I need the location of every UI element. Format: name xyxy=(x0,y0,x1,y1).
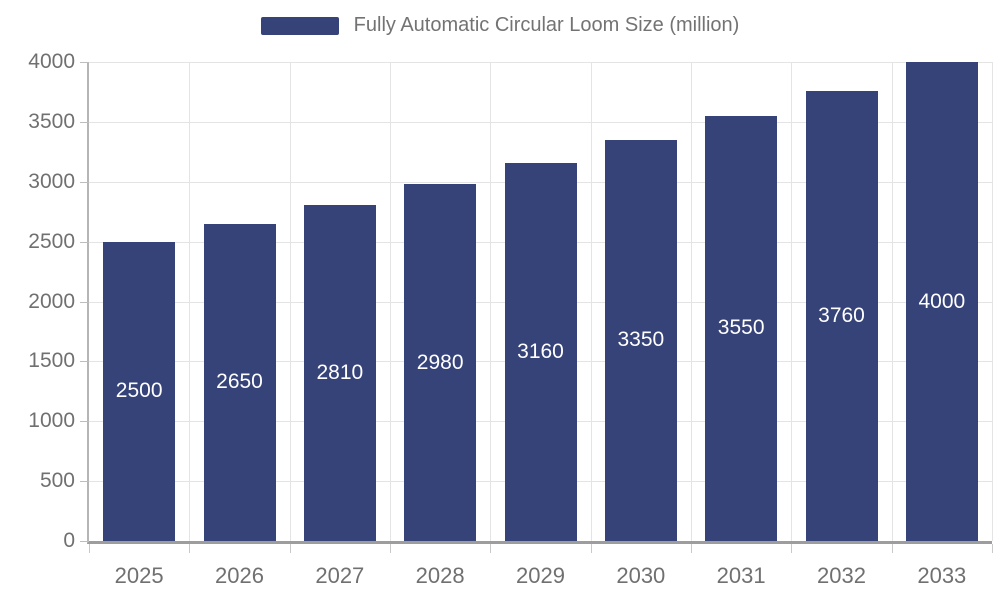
bar-value-label: 2980 xyxy=(416,350,464,374)
gridline-vertical xyxy=(289,62,291,541)
bar-value-label: 3350 xyxy=(617,328,665,352)
bar-value-label: 2500 xyxy=(115,379,163,403)
y-axis-tick-label: 4000 xyxy=(28,50,75,73)
x-axis-tick xyxy=(89,544,90,553)
gridline-vertical xyxy=(189,62,191,541)
y-axis-tick-label: 3500 xyxy=(28,109,75,133)
legend-swatch xyxy=(260,16,339,35)
bar[interactable]: 3550 xyxy=(705,115,778,541)
x-axis-category-label: 2030 xyxy=(616,563,666,588)
bar[interactable]: 3350 xyxy=(604,139,677,541)
x-axis-tick xyxy=(992,544,993,553)
y-axis-tick-label: 2500 xyxy=(28,229,75,253)
x-axis-tick xyxy=(289,544,291,553)
gridline-vertical xyxy=(891,62,893,541)
x-axis-category-label: 2026 xyxy=(215,563,264,588)
y-axis-tick xyxy=(80,541,89,542)
y-axis-tick-label: 3000 xyxy=(28,169,75,193)
gridline-vertical xyxy=(791,62,793,541)
gridline-vertical xyxy=(490,62,492,541)
bar-value-label: 3760 xyxy=(818,303,865,327)
x-axis-tick xyxy=(490,544,492,553)
x-axis-tick xyxy=(791,544,793,553)
bar[interactable]: 2980 xyxy=(404,184,477,541)
x-axis-category-label: 2031 xyxy=(716,563,766,588)
bar-value-label: 3160 xyxy=(517,339,564,363)
y-axis-tick-label: 2000 xyxy=(28,289,75,313)
legend-item[interactable]: Fully Automatic Circular Loom Size (mill… xyxy=(0,14,1000,37)
bar-value-label: 3550 xyxy=(717,316,765,340)
bar-value-label: 4000 xyxy=(918,289,966,313)
gridline-vertical xyxy=(390,62,391,541)
y-axis-tick-label: 1000 xyxy=(28,409,75,433)
bar[interactable]: 3160 xyxy=(504,162,577,541)
y-axis-tick xyxy=(80,241,89,243)
y-axis-tick xyxy=(80,181,89,183)
x-axis-category-label: 2029 xyxy=(516,563,565,588)
plot-area: 0 500 1000 1500 2000 2500 3000 3500 4000 2500 2025… xyxy=(28,50,993,588)
y-axis-tick xyxy=(80,301,89,303)
bar-value-label: 2650 xyxy=(216,370,263,394)
x-axis-tick xyxy=(691,544,692,553)
legend-label: Fully Automatic Circular Loom Size (mill… xyxy=(353,14,740,36)
x-axis-category-label: 2028 xyxy=(415,563,465,588)
bar[interactable]: 4000 xyxy=(905,62,978,541)
x-axis-category-label: 2027 xyxy=(315,563,365,588)
y-axis-tick-label: 1500 xyxy=(28,349,75,373)
x-axis-category-label: 2032 xyxy=(817,563,866,588)
bar[interactable]: 2500 xyxy=(103,241,176,541)
x-axis-tick xyxy=(891,544,893,553)
bar-value-label: 2810 xyxy=(316,360,364,384)
bar[interactable]: 2650 xyxy=(203,223,276,541)
x-axis-tick xyxy=(590,544,592,553)
gridline-horizontal xyxy=(89,121,992,123)
x-axis-category-label: 2025 xyxy=(114,563,164,588)
x-axis-category-label: 2033 xyxy=(917,563,967,588)
y-axis-tick xyxy=(80,121,89,123)
x-axis-tick xyxy=(189,544,191,553)
x-axis-tick xyxy=(390,544,391,553)
gridline-vertical xyxy=(992,62,993,541)
gridline-vertical xyxy=(691,62,692,541)
y-axis-tick xyxy=(80,361,89,363)
y-axis-tick xyxy=(80,421,89,423)
y-axis-tick-label: 500 xyxy=(39,469,75,493)
y-axis-tick-label: 0 xyxy=(63,529,75,552)
y-axis-tick xyxy=(80,62,89,63)
gridline-horizontal xyxy=(89,62,992,63)
bar[interactable]: 2810 xyxy=(303,204,376,541)
gridline-vertical xyxy=(590,62,592,541)
bar[interactable]: 3760 xyxy=(805,90,878,541)
y-axis-tick xyxy=(80,481,89,483)
